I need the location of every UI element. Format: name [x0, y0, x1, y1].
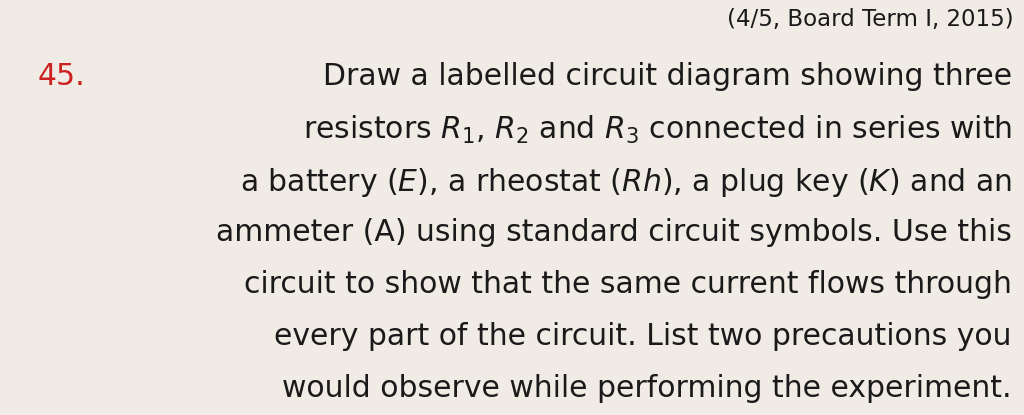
Text: would observe while performing the experiment.: would observe while performing the exper…: [283, 374, 1012, 403]
Text: (4/5, Board Term I, 2015): (4/5, Board Term I, 2015): [727, 8, 1014, 31]
Text: ammeter (A) using standard circuit symbols. Use this: ammeter (A) using standard circuit symbo…: [216, 218, 1012, 247]
Text: every part of the circuit. List two precautions you: every part of the circuit. List two prec…: [274, 322, 1012, 351]
Text: circuit to show that the same current flows through: circuit to show that the same current fl…: [244, 270, 1012, 299]
Text: resistors $R_1$, $R_2$ and $R_3$ connected in series with: resistors $R_1$, $R_2$ and $R_3$ connect…: [303, 114, 1012, 146]
Text: 45.: 45.: [38, 62, 86, 91]
Text: a battery ($E$), a rheostat ($Rh$), a plug key ($K$) and an: a battery ($E$), a rheostat ($Rh$), a pl…: [240, 166, 1012, 199]
Text: Draw a labelled circuit diagram showing three: Draw a labelled circuit diagram showing …: [323, 62, 1012, 91]
